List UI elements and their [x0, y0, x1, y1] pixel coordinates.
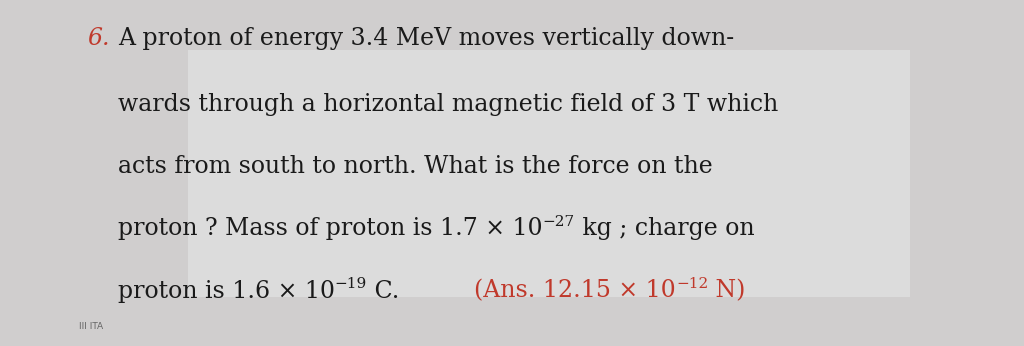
Text: acts from south to north. What is the force on the: acts from south to north. What is the fo… — [118, 155, 713, 178]
FancyBboxPatch shape — [187, 49, 909, 297]
Text: (Ans. 12.15 × 10: (Ans. 12.15 × 10 — [474, 280, 676, 302]
Text: N): N) — [709, 280, 745, 302]
Text: proton ? Mass of proton is 1.7 × 10: proton ? Mass of proton is 1.7 × 10 — [118, 217, 543, 240]
Text: A proton of energy 3.4 MeV moves vertically down-: A proton of energy 3.4 MeV moves vertica… — [118, 27, 734, 50]
Text: proton is 1.6 × 10: proton is 1.6 × 10 — [118, 280, 335, 302]
Text: 6.: 6. — [87, 27, 110, 50]
Text: C.: C. — [367, 280, 474, 302]
Text: −12: −12 — [676, 277, 709, 291]
Text: −27: −27 — [543, 215, 574, 229]
Text: −19: −19 — [335, 277, 367, 291]
Text: wards through a horizontal magnetic field of 3 T which: wards through a horizontal magnetic fiel… — [118, 93, 778, 116]
Text: kg ; charge on: kg ; charge on — [574, 217, 754, 240]
Text: lll ITA: lll ITA — [79, 322, 103, 331]
